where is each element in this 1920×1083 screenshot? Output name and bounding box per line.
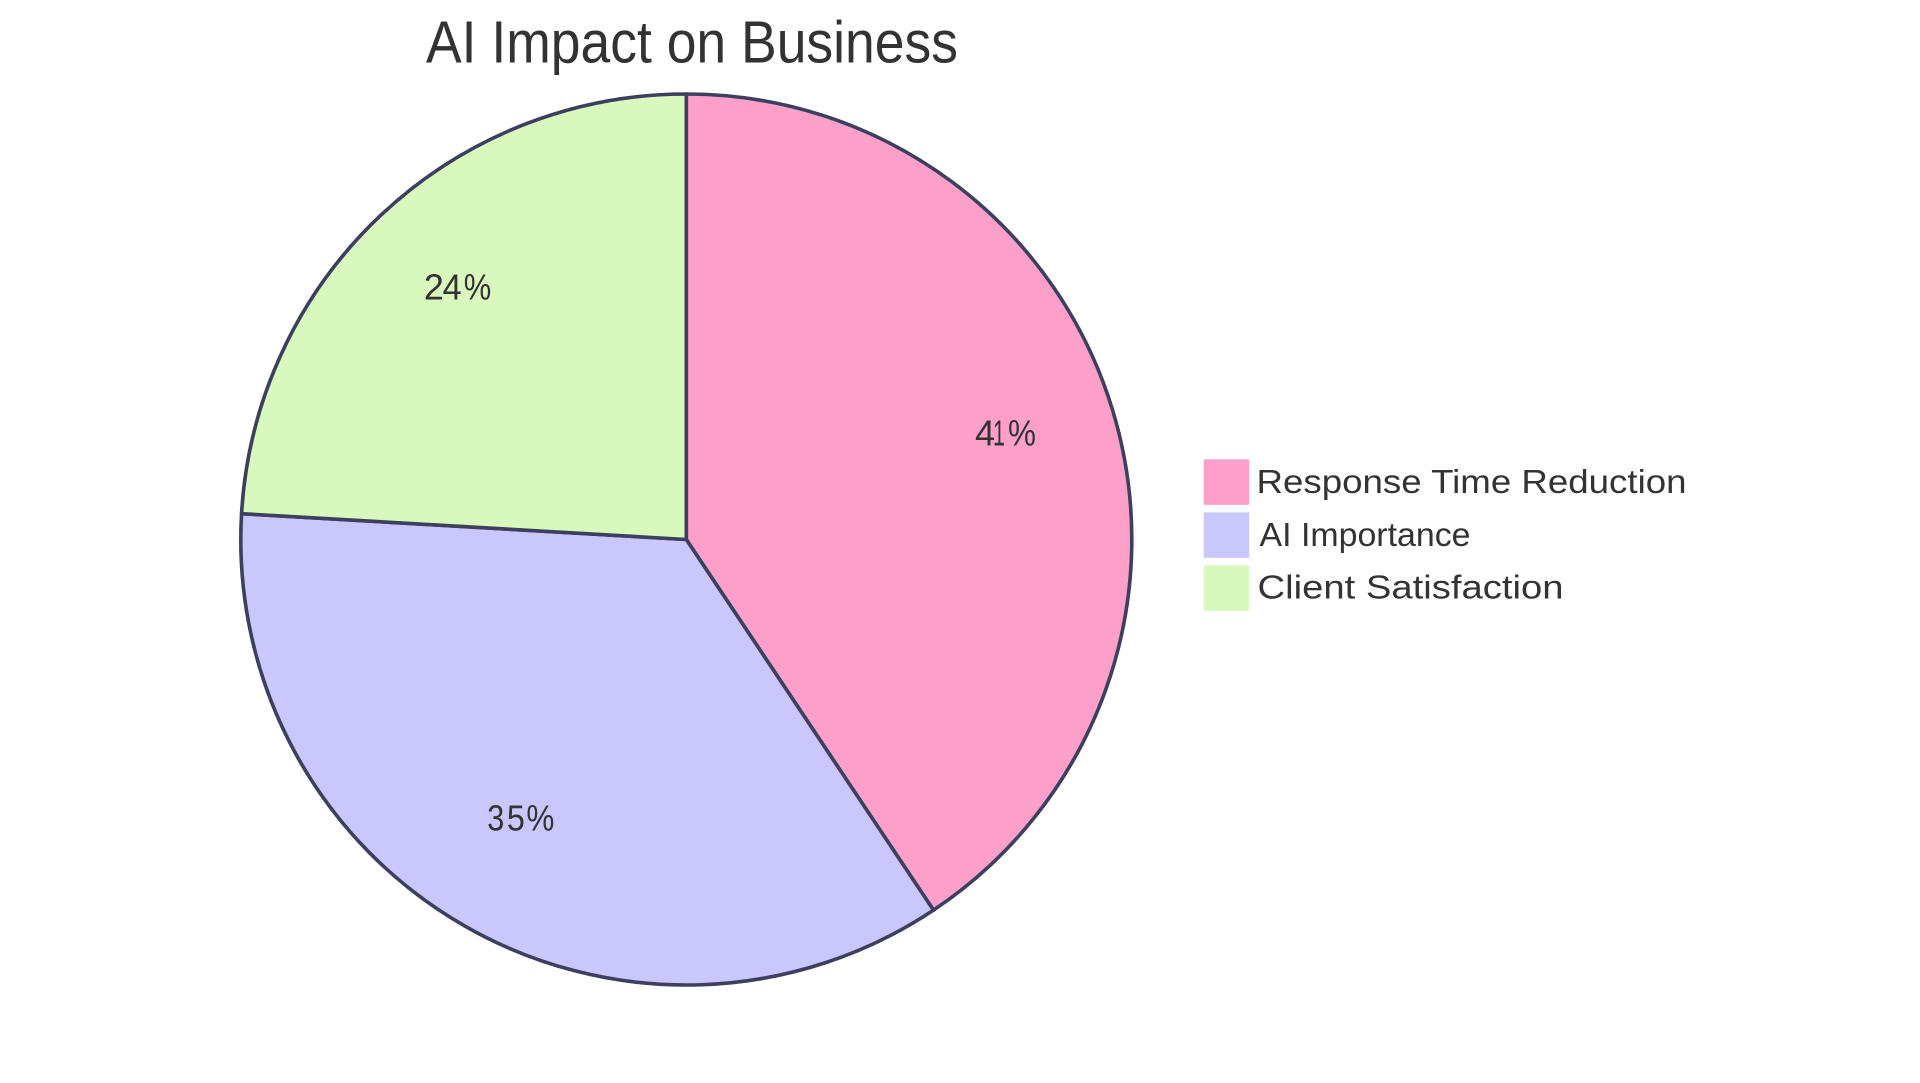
svg-text:Response Time Reduction: Response Time Reduction [1257,464,1687,501]
svg-text:1: 1 [993,413,1005,454]
svg-text:5: 5 [507,798,525,839]
svg-text:4: 4 [975,413,995,454]
svg-text:3: 3 [487,798,504,839]
svg-text:Client Satisfaction: Client Satisfaction [1258,570,1564,607]
svg-text:AI Importance: AI Importance [1260,517,1471,554]
svg-text:2: 2 [424,267,444,308]
svg-text:AI Impact on Business: AI Impact on Business [426,10,958,76]
svg-text:4: 4 [443,267,462,308]
svg-text:%: % [1008,413,1036,454]
svg-text:%: % [526,798,554,839]
svg-text:%: % [464,267,492,308]
